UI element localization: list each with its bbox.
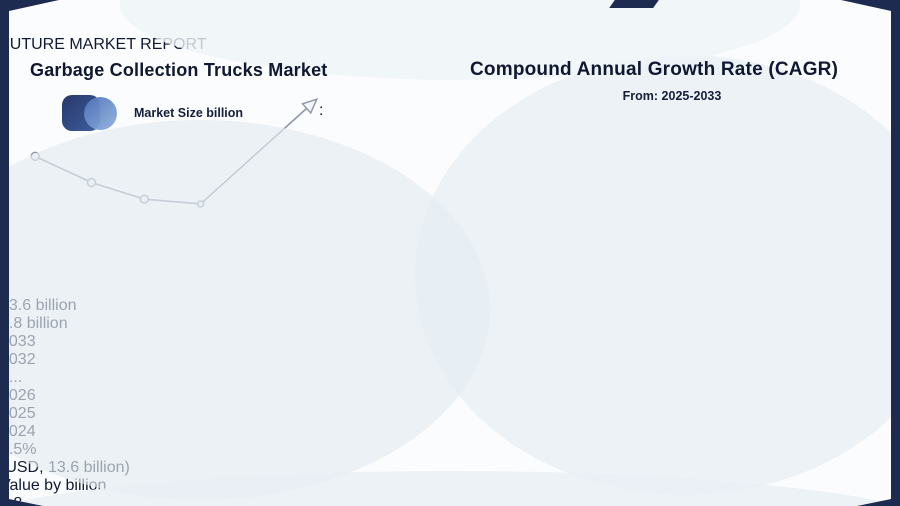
corner-accent <box>9 0 59 11</box>
icon-shape <box>84 97 117 130</box>
corner-accent <box>841 0 891 11</box>
corner-accent <box>9 499 43 506</box>
corner-accent <box>857 499 891 506</box>
market-size-icon <box>62 93 120 133</box>
market-size-legend: Market Size billion <box>62 92 243 134</box>
scale-pill-icon: : <box>272 102 328 120</box>
cagr-subtitle: From: 2025-2033 <box>622 89 722 103</box>
left-edge-bar <box>0 0 9 506</box>
pill-navy-icon <box>272 105 314 117</box>
corner-accent <box>609 0 659 8</box>
background-shape <box>415 55 900 495</box>
pill-separator: : <box>319 102 324 119</box>
left-chart-title: Garbage Collection Trucks Market <box>30 60 328 80</box>
background-shape <box>0 120 490 500</box>
right-edge-bar <box>891 0 900 506</box>
left-vertical-label: FUTURE MARKET REPORT <box>0 36 207 53</box>
market-size-legend-label: Market Size billion <box>134 106 244 120</box>
right-chart-title: Compound Annual Growth Rate (CAGR) <box>470 59 839 80</box>
